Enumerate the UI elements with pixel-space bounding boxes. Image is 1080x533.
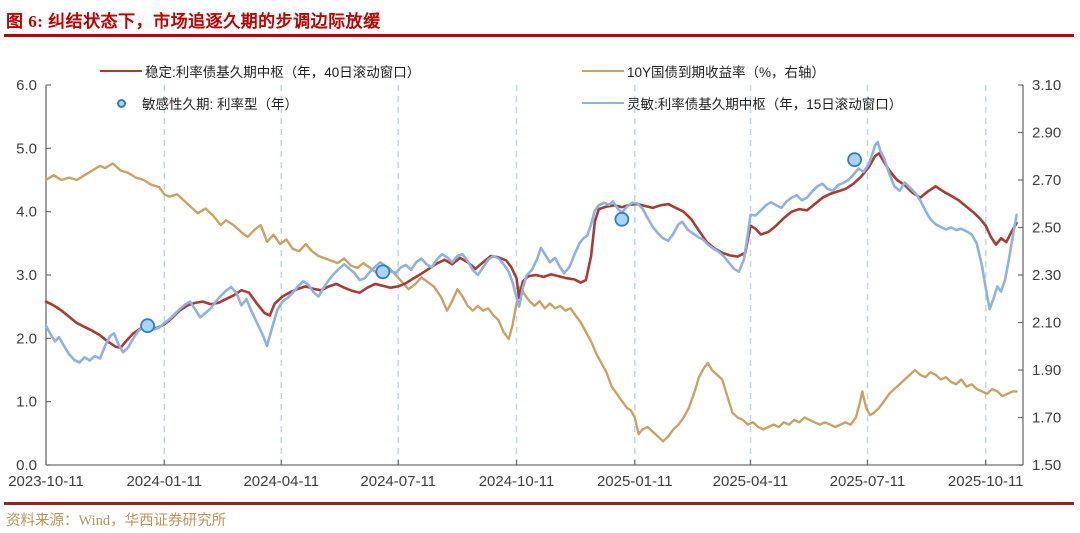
right-axis-tick-label: 3.10 — [1032, 77, 1061, 94]
right-axis-tick-label: 2.30 — [1032, 267, 1061, 284]
right-axis-tick-label: 2.10 — [1032, 315, 1061, 332]
legend-label-flexible: 灵敏:利率债基久期中枢（年，15日滚动窗口） — [627, 97, 903, 112]
left-axis-tick-label: 3.0 — [16, 267, 37, 284]
sensitive-marker-swatch-icon — [117, 98, 126, 108]
yield10y-line — [44, 162, 1018, 443]
legend-item-sensitive: 敏感性久期: 利率型（年） — [117, 94, 298, 112]
legend-label-yield: 10Y国债到期收益率（%，右轴） — [627, 65, 826, 80]
legend-item-flexible: 灵敏:利率债基久期中枢（年，15日滚动窗口） — [582, 94, 902, 112]
left-axis-tick-label: 2.0 — [16, 330, 37, 347]
right-axis-tick-label: 1.70 — [1032, 410, 1061, 427]
duration-yield-chart: 6.0 5.0 4.0 3.0 2.0 1.0 0.0 3.10 2.90 2.70 2.50 2.3… — [8, 77, 1061, 490]
data-source-note: 资料来源：Wind，华西证券研究所 — [6, 513, 227, 529]
right-axis-tick-label: 2.90 — [1032, 125, 1061, 142]
left-axis-tick-label: 6.0 — [16, 77, 37, 94]
x-axis-tick-label: 2024-10-11 — [479, 473, 555, 490]
sensitive-marker — [375, 264, 391, 280]
flexible-line — [44, 140, 1018, 364]
left-axis-tick-label: 4.0 — [16, 204, 37, 221]
stable-line-swatch-icon — [100, 69, 142, 73]
stable-line — [44, 152, 1018, 350]
sensitive-marker — [614, 211, 630, 227]
legend-item-stable: 稳定:利率债基久期中枢（年，40日滚动窗口） — [100, 62, 420, 80]
x-axis-tick-label: 2025-07-11 — [830, 473, 906, 490]
footer-divider — [4, 502, 1074, 505]
sensitive-marker — [847, 152, 862, 168]
legend-item-yield: 10Y国债到期收益率（%，右轴） — [582, 62, 825, 80]
title-divider — [4, 34, 1074, 37]
x-axis-tick-label: 2025-01-11 — [597, 473, 673, 490]
x-axis-tick-label: 2025-04-11 — [713, 473, 789, 490]
x-axis-tick-label: 2024-01-11 — [126, 473, 202, 490]
x-axis-tick-label: 2025-10-11 — [948, 473, 1024, 490]
sensitive-marker — [140, 318, 156, 334]
x-axis-tick-label: 2023-10-11 — [8, 473, 84, 490]
legend-label-stable: 稳定:利率债基久期中枢（年，40日滚动窗口） — [145, 65, 421, 80]
left-axis-tick-label: 0.0 — [16, 457, 37, 474]
x-axis-tick-label: 2024-04-11 — [243, 473, 319, 490]
figure-title: 图 6: 纠结状态下，市场追逐久期的步调边际放缓 — [6, 12, 381, 31]
right-axis-tick-label: 2.70 — [1032, 172, 1061, 189]
left-axis-tick-label: 5.0 — [16, 140, 37, 157]
yield-line-swatch-icon — [582, 69, 624, 73]
left-axis-tick-label: 1.0 — [16, 394, 37, 411]
right-axis-tick-label: 1.90 — [1032, 362, 1061, 379]
right-axis-tick-label: 1.50 — [1032, 457, 1061, 474]
x-axis-tick-label: 2024-07-11 — [360, 473, 436, 490]
right-axis-tick-label: 2.50 — [1032, 220, 1061, 237]
legend-label-sensitive: 敏感性久期: 利率型（年） — [142, 97, 299, 112]
flexible-line-swatch-icon — [582, 101, 624, 105]
